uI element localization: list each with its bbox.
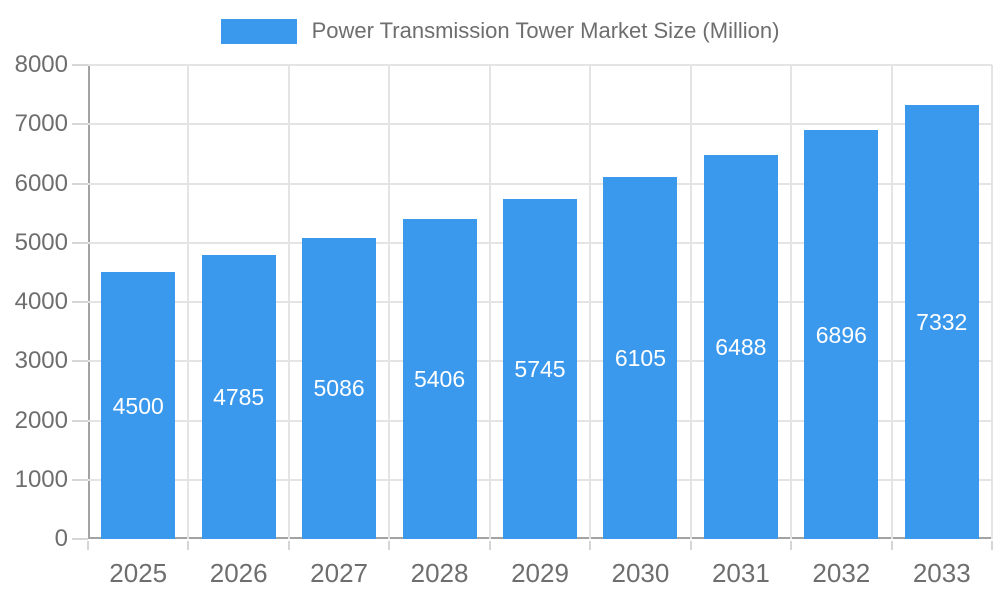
x-axis-label: 2028: [410, 558, 469, 588]
x-axis-tick: [991, 541, 993, 550]
y-axis-tick: [72, 360, 88, 363]
y-axis-tick: [72, 64, 88, 66]
bar-value-label: 6488: [715, 333, 767, 360]
legend-swatch-icon: [220, 18, 297, 44]
y-gridline: [88, 64, 992, 66]
x-gridline: [287, 65, 290, 539]
x-axis-tick: [287, 541, 290, 550]
bar-value-label: 6896: [815, 321, 867, 348]
bar-value-label: 4785: [213, 384, 265, 411]
legend-label: Power Transmission Tower Market Size (Mi…: [311, 18, 780, 43]
bar-value-label: 5086: [313, 375, 365, 402]
bar-value-label: 6105: [614, 345, 667, 372]
x-gridline: [991, 65, 993, 539]
bar[interactable]: [503, 198, 577, 539]
bar[interactable]: [703, 154, 778, 539]
y-axis-label: 8000: [14, 51, 68, 78]
y-axis-tick: [72, 123, 88, 126]
x-axis-label: 2027: [310, 558, 369, 588]
bar[interactable]: [402, 218, 477, 539]
bar-value-label: 7332: [916, 308, 968, 335]
y-axis-tick: [72, 538, 88, 540]
x-axis-label: 2026: [209, 558, 268, 588]
x-axis-tick: [187, 541, 190, 550]
x-gridline: [689, 65, 692, 539]
bar[interactable]: [201, 255, 276, 539]
y-axis-tick: [72, 419, 88, 422]
y-axis-label: 4000: [14, 288, 68, 315]
y-axis-label: 5000: [14, 228, 68, 256]
bar[interactable]: [804, 130, 879, 539]
y-axis-label: 3000: [14, 347, 68, 375]
y-axis-label: 0: [54, 525, 68, 552]
y-axis-tick: [72, 182, 88, 185]
x-gridline: [488, 65, 491, 539]
x-axis-tick: [388, 541, 391, 550]
bar[interactable]: [302, 237, 377, 539]
y-axis-tick: [72, 241, 88, 244]
bar[interactable]: [904, 104, 979, 539]
x-axis-tick: [890, 541, 893, 550]
x-axis-tick: [488, 541, 491, 550]
y-gridline: [88, 123, 992, 126]
x-axis-tick: [589, 541, 592, 550]
x-axis-label: 2030: [611, 558, 670, 588]
x-gridline: [187, 65, 190, 539]
x-axis-label: 2031: [711, 558, 770, 588]
x-axis-tick: [790, 541, 793, 550]
bar[interactable]: [603, 177, 678, 539]
bar-value-label: 5745: [514, 355, 566, 382]
x-gridline: [388, 65, 391, 539]
y-axis-label: 6000: [14, 169, 68, 197]
bar-value-label: 4500: [112, 392, 164, 419]
x-axis-label: 2032: [812, 558, 871, 588]
x-gridline: [890, 65, 893, 539]
x-axis-label: 2025: [109, 558, 168, 588]
y-axis-label: 7000: [14, 110, 68, 138]
y-axis-tick: [72, 301, 88, 303]
legend[interactable]: Power Transmission Tower Market Size (Mi…: [0, 18, 1000, 44]
x-gridline: [589, 65, 592, 539]
x-gridline: [790, 65, 793, 539]
x-axis-label: 2029: [511, 558, 569, 588]
x-axis-tick: [689, 541, 692, 550]
bar-value-label: 5406: [413, 365, 466, 392]
y-axis-tick: [72, 478, 88, 481]
x-axis-label: 2033: [912, 558, 971, 588]
bar[interactable]: [101, 272, 176, 539]
x-axis-tick: [87, 541, 89, 550]
y-axis-label: 2000: [14, 406, 68, 434]
y-axis-label: 1000: [14, 465, 68, 493]
y-gridline: [88, 182, 992, 185]
